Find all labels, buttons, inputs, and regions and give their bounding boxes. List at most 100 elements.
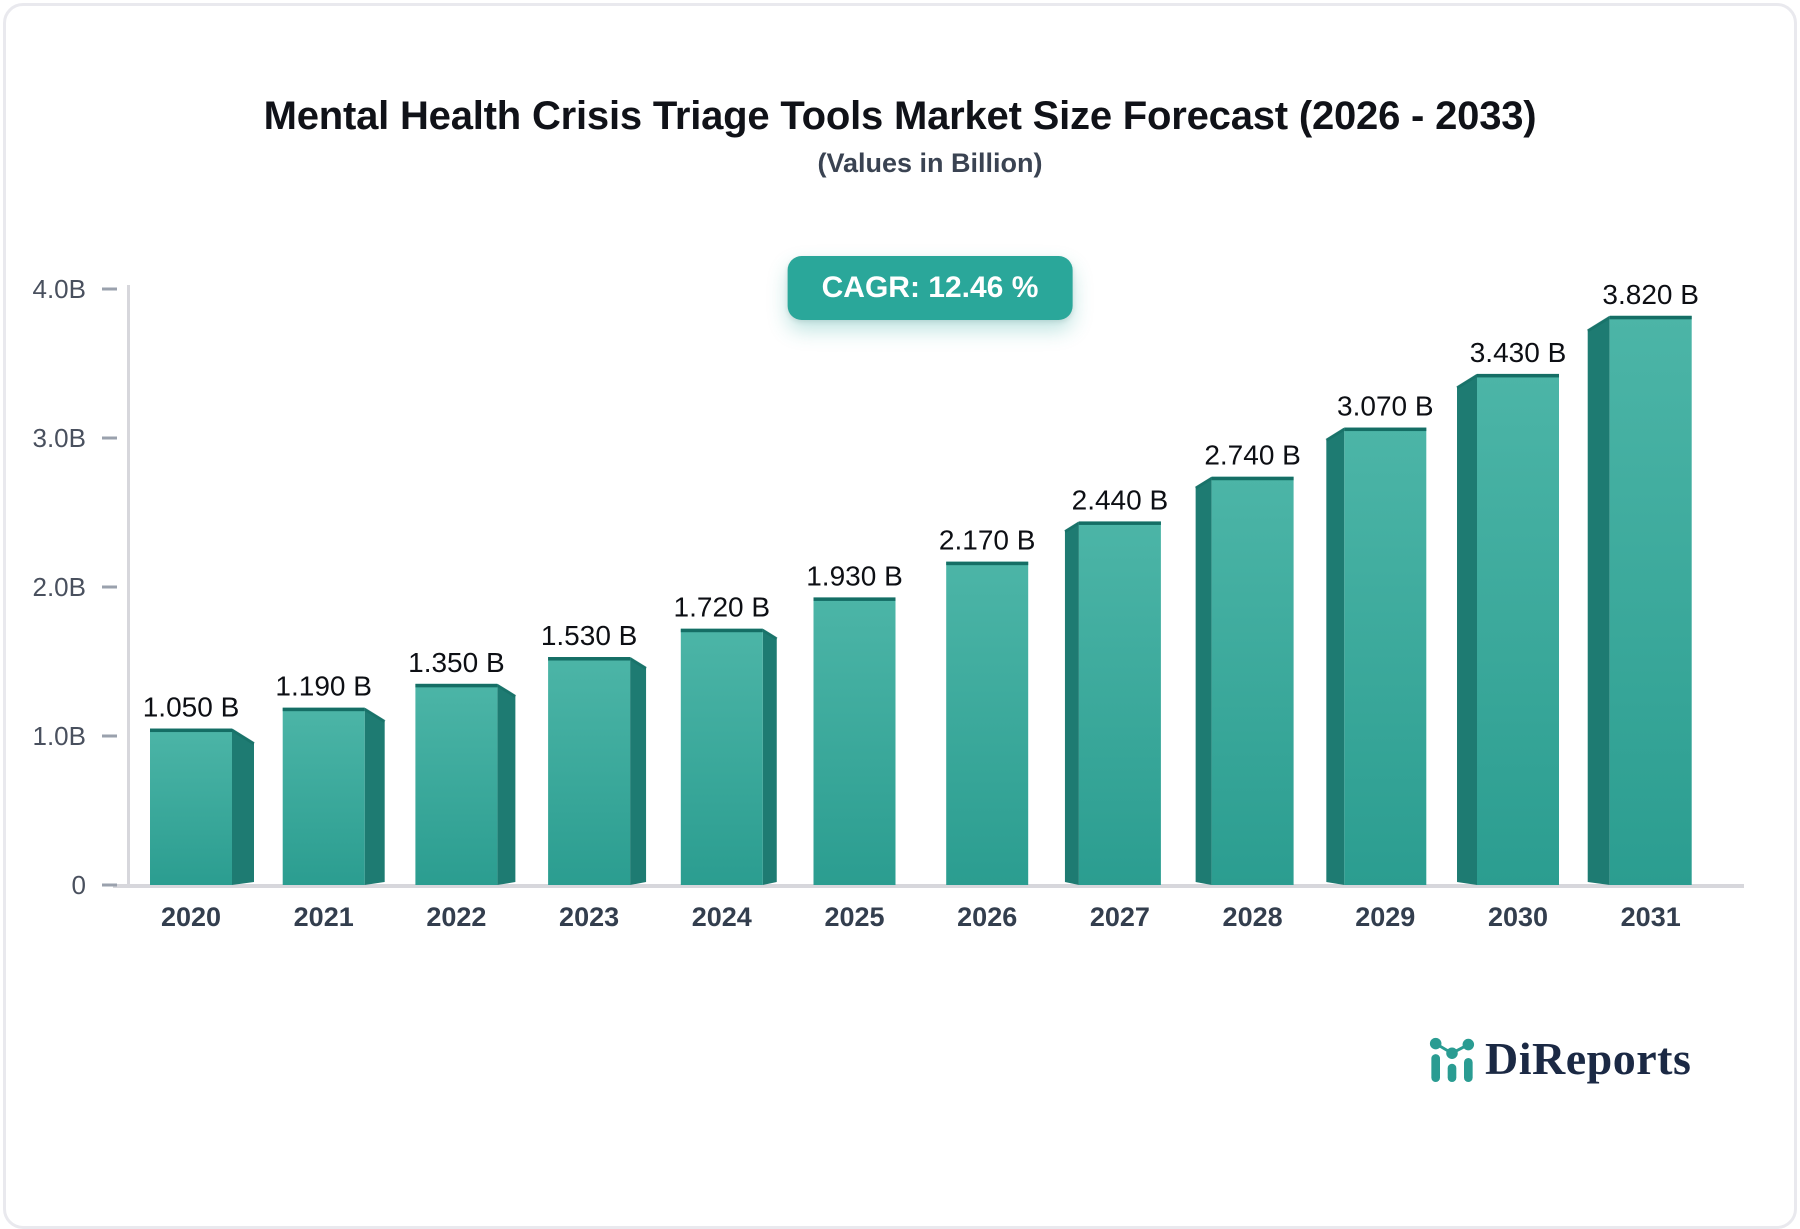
bar-front-face <box>680 628 763 885</box>
y-tick-label-3.0B: 3.0B <box>33 423 87 453</box>
chart-card: Mental Health Crisis Triage Tools Market… <box>3 3 1797 1229</box>
bar-value-label: 3.070 B <box>1337 391 1434 422</box>
x-axis-label-2021: 2021 <box>294 902 354 932</box>
bar-group-2029: 3.070 B 2029 <box>1325 391 1434 932</box>
bar-value-label: 3.430 B <box>1470 337 1567 368</box>
bar-side-top-edge <box>1586 316 1611 333</box>
bar-front-face <box>1477 373 1559 885</box>
cagr-badge-label: CAGR: 12.46 % <box>821 271 1039 304</box>
bar-side-face <box>762 628 777 885</box>
x-axis-label-2020: 2020 <box>161 902 221 932</box>
bar-front-face <box>813 597 896 885</box>
bar-front-face <box>1344 427 1427 885</box>
y-tick-label-1.0B: 1.0B <box>33 721 87 751</box>
bar-value-label: 1.530 B <box>541 620 638 651</box>
bar-side-top-edge <box>496 684 517 698</box>
bar-value-label: 1.050 B <box>143 692 240 723</box>
bar-top-edge <box>1344 427 1427 432</box>
y-tick-2.0B <box>102 585 117 589</box>
mini-bar-chart-icon <box>1429 1037 1475 1082</box>
bar-side-face <box>364 707 385 885</box>
bar-group-2023: 1.530 B 2023 <box>541 620 647 932</box>
bar-top-edge <box>1609 315 1692 320</box>
x-axis-label-2028: 2028 <box>1223 902 1283 932</box>
bar-side-top-edge <box>363 707 386 723</box>
bar-front-face <box>548 657 631 885</box>
bar-side-face <box>630 657 647 885</box>
bar-value-label: 3.820 B <box>1602 279 1699 310</box>
x-axis-label-2029: 2029 <box>1355 902 1415 932</box>
bar-value-label: 1.190 B <box>275 671 372 702</box>
x-axis-label-2025: 2025 <box>824 902 884 932</box>
bar-top-edge <box>1211 476 1294 481</box>
bar-front-face <box>415 683 498 885</box>
x-axis-label-2030: 2030 <box>1488 902 1548 932</box>
brand-logo: DiReports <box>1428 1034 1691 1084</box>
bar-front-face <box>1078 521 1161 885</box>
bar-front-face <box>150 728 232 885</box>
y-axis-line <box>127 285 130 888</box>
bar-top-edge <box>150 728 232 733</box>
bar-side-face <box>1064 521 1079 885</box>
x-axis-label-2022: 2022 <box>426 902 486 932</box>
bar-group-2028: 2.740 B 2028 <box>1194 440 1301 932</box>
bar-value-label: 1.350 B <box>408 647 505 678</box>
bar-side-top-edge <box>1325 427 1346 442</box>
bar-top-edge <box>548 657 631 661</box>
bar-top-edge <box>415 683 498 688</box>
y-tick-0 <box>102 883 117 887</box>
bar-side-face <box>497 683 516 885</box>
cagr-badge: CAGR: 12.46 % <box>787 256 1073 320</box>
bar-top-edge <box>680 628 763 633</box>
bar-side-top-edge <box>762 628 778 641</box>
bar-value-label: 2.170 B <box>939 525 1036 556</box>
brand-name: DiReports <box>1485 1033 1692 1084</box>
bar-group-2025: 1.930 B 2025 <box>806 560 903 932</box>
x-axis-label-2027: 2027 <box>1090 902 1150 932</box>
y-tick-label-2.0B: 2.0B <box>33 572 87 602</box>
bar-group-2030: 3.430 B 2030 <box>1456 337 1567 932</box>
bar-side-top-edge <box>1064 521 1080 533</box>
y-tick-label-4.0B: 4.0B <box>33 274 87 304</box>
bar-side-face <box>1326 427 1345 885</box>
bar-top-edge <box>282 707 365 712</box>
y-tick-label-0: 0 <box>72 870 86 900</box>
x-axis-label-2024: 2024 <box>692 902 752 932</box>
bar-side-face <box>1587 315 1610 885</box>
bar-top-edge <box>1477 373 1559 378</box>
bar-value-label: 2.440 B <box>1072 484 1169 515</box>
bar-side-face <box>1457 373 1477 885</box>
page-title: Mental Health Crisis Triage Tools Market… <box>263 94 1537 138</box>
bar-value-label: 1.930 B <box>806 560 903 591</box>
y-tick-4.0B <box>102 287 117 291</box>
bar-group-2026: 2.170 B 2026 <box>939 525 1036 932</box>
bar-side-face <box>1195 476 1212 885</box>
bar-side-top-edge <box>629 657 647 670</box>
bar-top-edge <box>1078 521 1161 525</box>
bar-side-top-edge <box>1194 476 1213 490</box>
bar-group-2020: 1.050 B 2020 <box>143 692 255 932</box>
bar-group-2022: 1.350 B 2022 <box>408 647 517 932</box>
bar-side-top-edge <box>1456 374 1478 390</box>
x-axis-label-2023: 2023 <box>559 902 619 932</box>
bar-group-2027: 2.440 B 2027 <box>1064 484 1169 932</box>
bar-front-face <box>282 707 365 885</box>
chart-subtitle: (Values in Billion) <box>817 148 1043 178</box>
y-tick-1.0B <box>102 734 117 738</box>
y-tick-3.0B <box>102 436 117 440</box>
bar-value-label: 1.720 B <box>674 592 771 623</box>
bar-group-2021: 1.190 B 2021 <box>275 671 386 932</box>
bar-side-top-edge <box>231 728 255 745</box>
bar-front-face <box>1609 315 1692 885</box>
bar-group-2024: 1.720 B 2024 <box>674 592 778 932</box>
bar-top-edge <box>946 561 1029 566</box>
x-axis-line <box>113 884 1744 888</box>
bar-group-2031: 3.820 B 2031 <box>1586 279 1699 932</box>
bar-top-edge <box>813 597 896 601</box>
bar-front-face <box>946 561 1029 885</box>
bar-front-face <box>1211 476 1294 885</box>
bar-value-label: 2.740 B <box>1204 440 1301 471</box>
x-axis-label-2026: 2026 <box>957 902 1017 932</box>
x-axis-label-2031: 2031 <box>1621 902 1681 932</box>
